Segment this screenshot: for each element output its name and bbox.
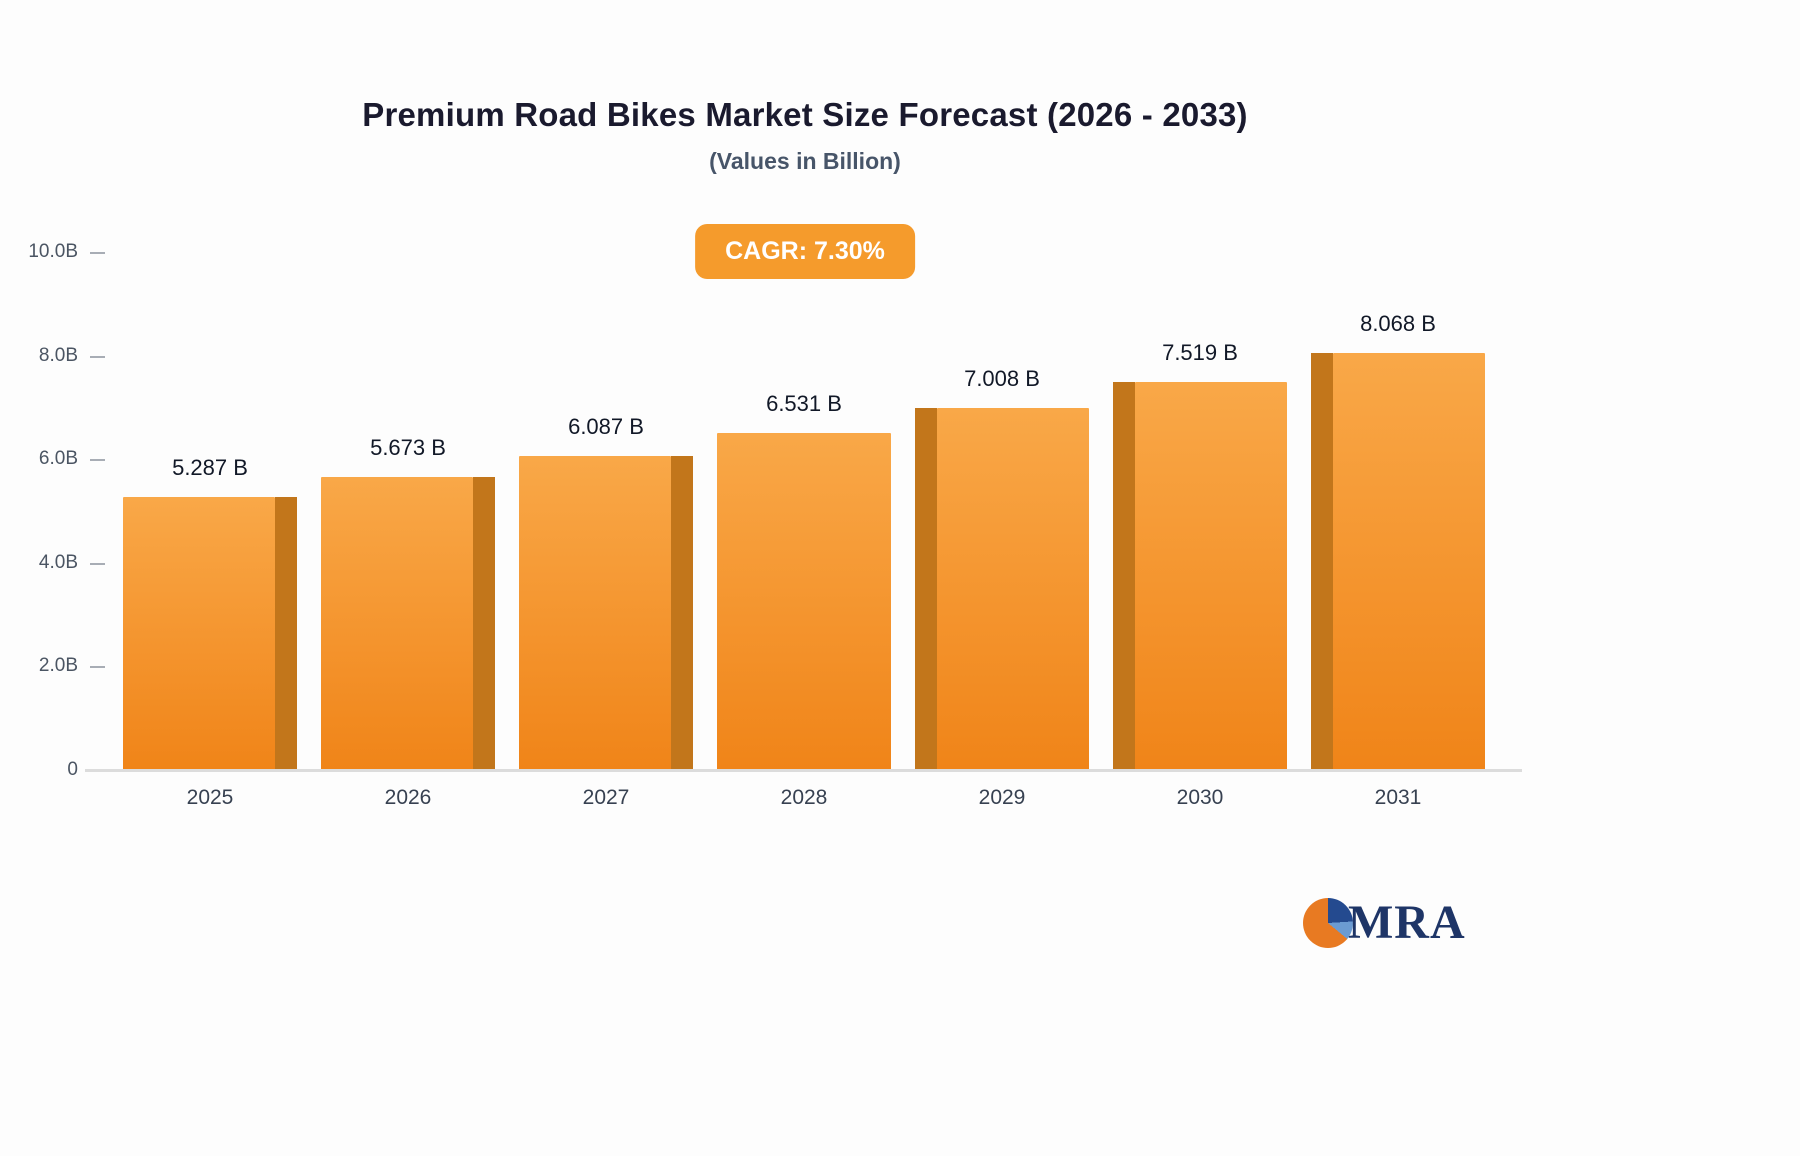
x-axis-label: 2027 (582, 786, 630, 809)
bar-2029 (937, 408, 1089, 771)
bar-2031 (1333, 353, 1485, 771)
bar-2025 (123, 497, 275, 771)
chart-subtitle: (Values in Billion) (709, 148, 901, 174)
y-tick-mark (90, 562, 105, 565)
bar-value-label: 8.068 B (1360, 311, 1436, 336)
chart-title: Premium Road Bikes Market Size Forecast … (362, 96, 1248, 133)
bar-2026 (321, 477, 473, 771)
bar-side-shade (1113, 382, 1135, 771)
y-tick-label: 8.0B (38, 344, 78, 366)
bar-value-label: 5.287 B (172, 455, 248, 480)
x-axis-label: 2031 (1374, 786, 1422, 809)
bar-value-label: 7.519 B (1162, 340, 1238, 365)
y-tick-mark (90, 666, 105, 669)
y-tick-label: 0 (67, 759, 78, 780)
x-axis-label: 2025 (186, 786, 234, 809)
bar-value-label: 6.531 B (766, 391, 842, 416)
y-tick-label: 6.0B (38, 448, 78, 470)
logo-pie-icon (1303, 898, 1353, 948)
bar-value-label: 5.673 B (370, 435, 446, 460)
bar-side-shade (915, 408, 937, 771)
cagr-badge: CAGR: 7.30% (695, 224, 915, 279)
logo-text: MRA (1348, 896, 1466, 949)
bar-2027 (519, 456, 671, 771)
bar-value-label: 6.087 B (568, 414, 644, 439)
y-tick-label: 4.0B (38, 551, 78, 573)
y-tick-label: 2.0B (38, 655, 78, 677)
x-axis-label: 2030 (1176, 786, 1224, 809)
bar-side-shade (1311, 353, 1333, 771)
bar-value-label: 7.008 B (964, 366, 1040, 391)
x-axis-label: 2026 (384, 786, 432, 809)
bar-2030 (1135, 382, 1287, 771)
bar-2028 (717, 433, 891, 771)
y-tick-mark (90, 355, 105, 358)
brand-logo: MRA (1303, 898, 1466, 948)
bar-side-shade (275, 497, 297, 771)
x-axis-label: 2029 (978, 786, 1026, 809)
bar-side-shade (473, 477, 495, 771)
bar-side-shade (671, 456, 693, 771)
y-tick-mark (90, 252, 105, 254)
x-axis-label: 2028 (780, 786, 828, 809)
y-tick-mark (90, 459, 105, 462)
x-axis-line (85, 769, 1522, 772)
y-tick-label: 10.0B (28, 241, 78, 262)
